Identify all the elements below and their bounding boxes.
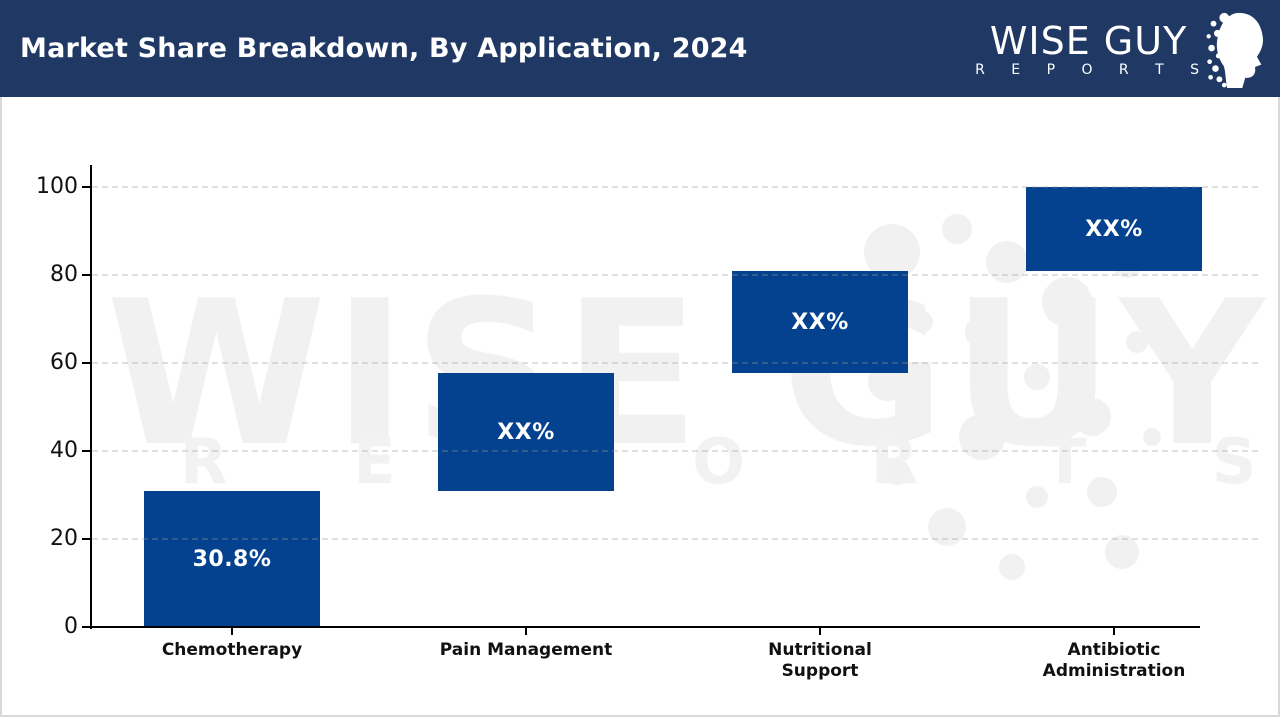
y-axis-line xyxy=(90,165,92,629)
logo-wordmark-primary: WISE GUY xyxy=(989,18,1188,63)
x-tick-nutritional-support xyxy=(819,628,821,635)
x-tick-chemotherapy xyxy=(231,628,233,635)
x-axis-line xyxy=(90,626,1200,628)
bar-nutritional-support: XX% xyxy=(732,271,908,373)
category-label-chemotherapy: Chemotherapy xyxy=(161,640,303,660)
y-tick-label-100: 100 xyxy=(36,174,78,199)
y-tick-label-0: 0 xyxy=(64,614,78,639)
category-label-pain-management: Pain Management xyxy=(439,640,613,660)
y-tick-60 xyxy=(82,362,90,364)
logo-wordmark-secondary: R E P O R T S xyxy=(975,61,1210,78)
header-bar: Market Share Breakdown, By Application, … xyxy=(0,0,1280,97)
chart-canvas: WISE GUY R E P O R T S 30.8% XX% XX% XX% 0 20… xyxy=(0,97,1280,717)
gridline-100 xyxy=(92,186,1258,188)
gridline-60 xyxy=(92,362,1258,364)
logo-face-icon xyxy=(1206,12,1263,89)
category-label-nutritional-support: Nutritional Support xyxy=(768,640,872,681)
y-tick-80 xyxy=(82,274,90,276)
bar-value-label: XX% xyxy=(791,309,849,335)
bar-chemotherapy: 30.8% xyxy=(144,491,320,627)
bar-value-label: XX% xyxy=(1085,216,1143,242)
gridline-80 xyxy=(92,274,1258,276)
watermark-subtext: R E P O R T S xyxy=(180,425,1280,498)
bar-antibiotic-administration: XX% xyxy=(1026,187,1202,271)
x-tick-antibiotic-administration xyxy=(1113,628,1115,635)
y-tick-40 xyxy=(82,450,90,452)
y-tick-label-20: 20 xyxy=(50,526,78,551)
y-tick-0 xyxy=(82,626,90,628)
y-tick-20 xyxy=(82,538,90,540)
x-tick-pain-management xyxy=(525,628,527,635)
bar-value-label: 30.8% xyxy=(192,546,272,572)
bar-value-label: XX% xyxy=(497,419,555,445)
gridline-20 xyxy=(92,538,1258,540)
y-tick-label-80: 80 xyxy=(50,262,78,287)
y-tick-100 xyxy=(82,186,90,188)
y-tick-label-40: 40 xyxy=(50,438,78,463)
y-tick-label-60: 60 xyxy=(50,350,78,375)
page-title: Market Share Breakdown, By Application, … xyxy=(20,33,748,64)
logo-wordmark: WISE GUY R E P O R T S xyxy=(967,21,1210,78)
waterfall-chart: 30.8% XX% XX% XX% 0 20 40 60 80 100 Chemotherapy Pa… xyxy=(2,97,1278,713)
category-label-antibiotic-administration: Antibiotic Administration xyxy=(1042,640,1186,681)
gridline-40 xyxy=(92,450,1258,452)
brand-logo: WISE GUY R E P O R T S xyxy=(967,6,1266,92)
bar-pain-management: XX% xyxy=(438,373,614,491)
